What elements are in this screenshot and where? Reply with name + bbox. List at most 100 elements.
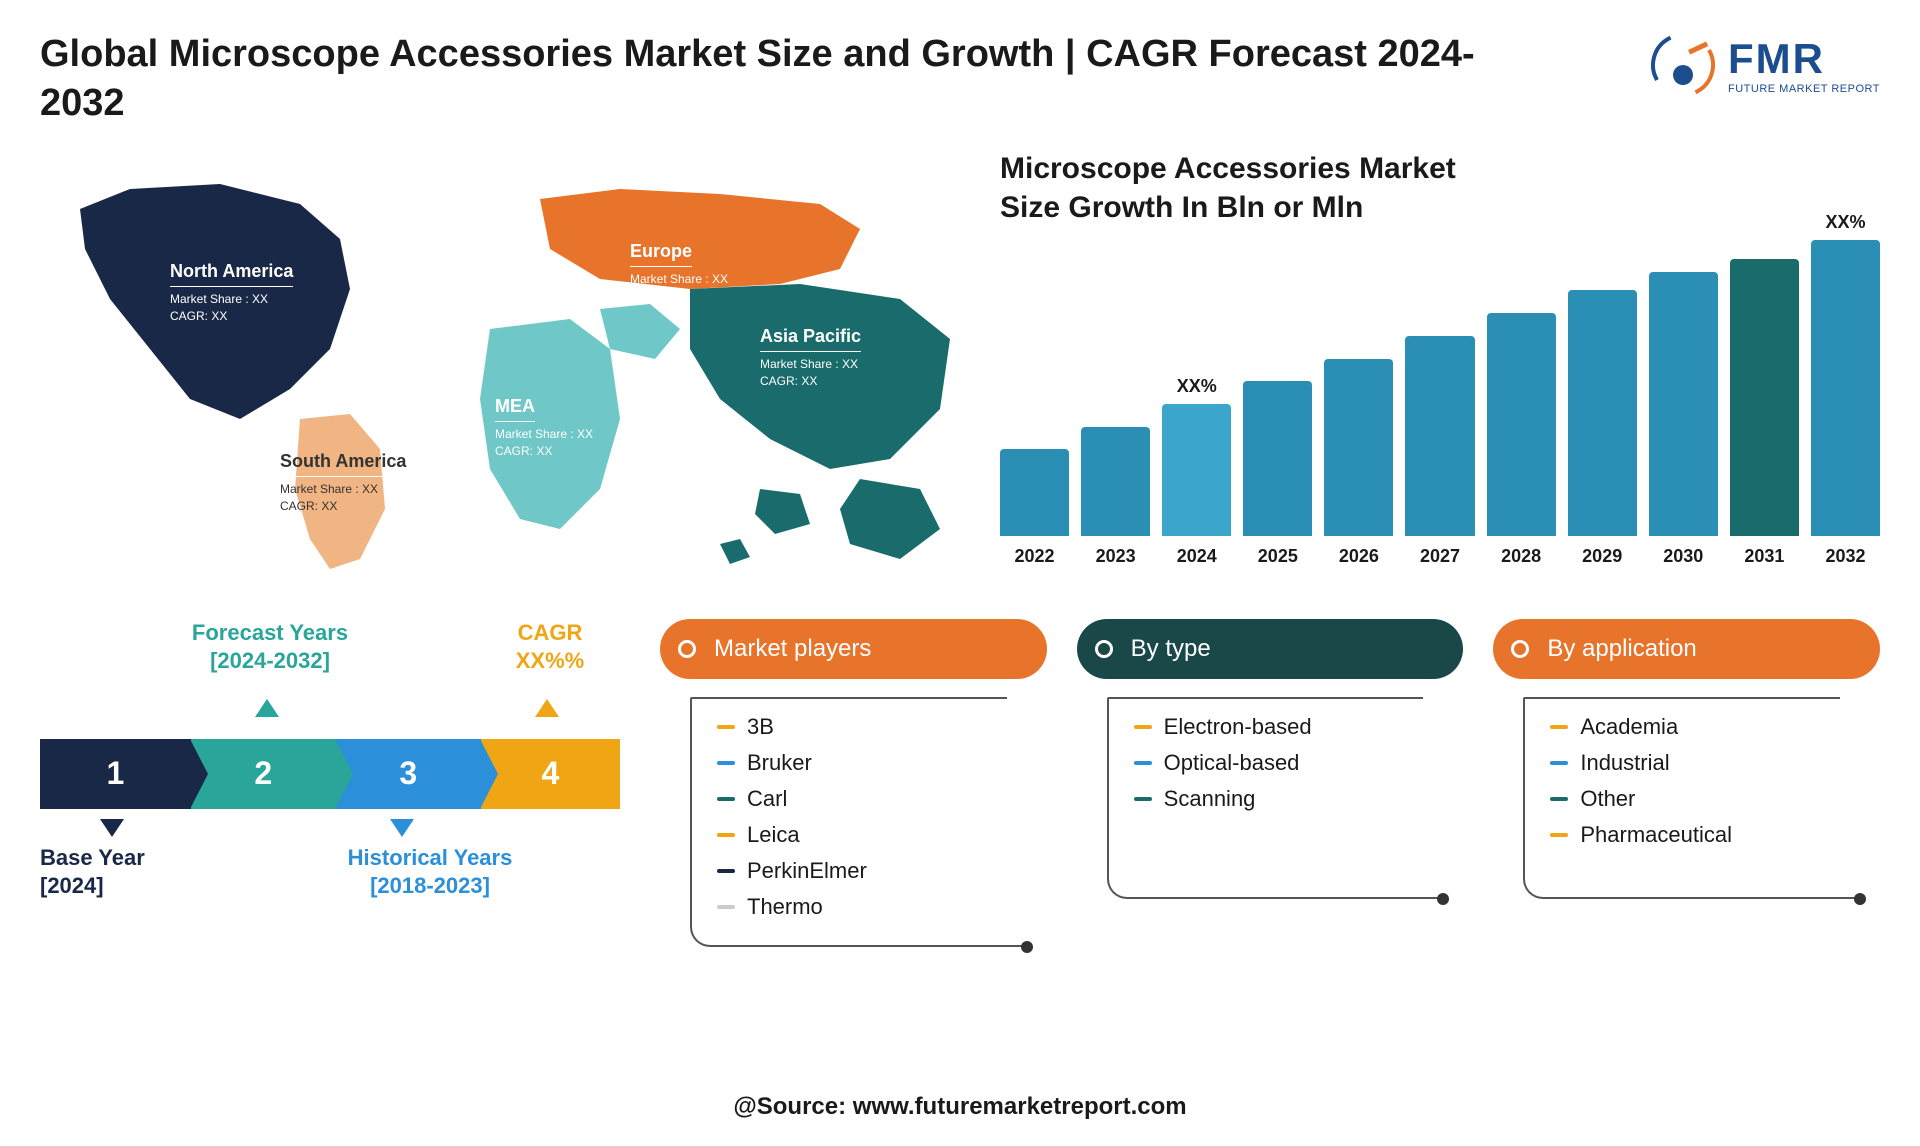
list-item-text: 3B xyxy=(747,714,774,740)
list-item: Carl xyxy=(717,786,1027,812)
bullet-icon xyxy=(1550,761,1568,765)
bullet-icon xyxy=(717,797,735,801)
bar-year-label: 2025 xyxy=(1258,546,1298,567)
pill-dot-icon xyxy=(1095,640,1113,658)
bar-2029: 2029 xyxy=(1568,290,1637,566)
forecast-label: Forecast Years [2024-2032] xyxy=(170,619,370,676)
bar-rect xyxy=(1162,404,1231,536)
bar-2030: 2030 xyxy=(1649,272,1718,567)
world-map: North AmericaMarket Share : XXCAGR: XXSo… xyxy=(40,149,980,579)
bullet-icon xyxy=(1134,797,1152,801)
bar-year-label: 2030 xyxy=(1663,546,1703,567)
list-item-text: Other xyxy=(1580,786,1635,812)
list-item: Pharmaceutical xyxy=(1550,822,1860,848)
bar-2022: 2022 xyxy=(1000,449,1069,566)
list-item-text: Academia xyxy=(1580,714,1678,740)
bar-rect xyxy=(1730,259,1799,536)
pill-col-by-type: By type Electron-based Optical-based Scanni… xyxy=(1077,619,1464,947)
bar-rect xyxy=(1324,359,1393,536)
list-item-text: Carl xyxy=(747,786,787,812)
list-item: Electron-based xyxy=(1134,714,1444,740)
mid-section: North AmericaMarket Share : XXCAGR: XXSo… xyxy=(40,149,1880,579)
pill-col-by-application: By application Academia Industrial Other Pha… xyxy=(1493,619,1880,947)
chart-title: Microscope Accessories Market Size Growt… xyxy=(1000,149,1500,227)
timeline-seg-3: 3 xyxy=(336,739,481,809)
bullet-icon xyxy=(717,833,735,837)
pill-header: By type xyxy=(1077,619,1464,679)
bar-year-label: 2024 xyxy=(1177,546,1217,567)
bar-2023: 2023 xyxy=(1081,427,1150,567)
bar-year-label: 2031 xyxy=(1744,546,1784,567)
arrow-down-hist xyxy=(390,819,414,837)
pill-dot-icon xyxy=(1511,640,1529,658)
bar-rect xyxy=(1000,449,1069,535)
hist-t2: [2018-2023] xyxy=(320,872,540,901)
pill-title: By type xyxy=(1131,635,1211,663)
arrow-up-forecast xyxy=(255,699,279,717)
logo-sub: FUTURE MARKET REPORT xyxy=(1728,83,1880,95)
bullet-icon xyxy=(717,905,735,909)
region-label-mea: MEAMarket Share : XXCAGR: XX xyxy=(495,394,593,460)
bar-2031: 2031 xyxy=(1730,259,1799,567)
bar-year-label: 2026 xyxy=(1339,546,1379,567)
list-item-text: Pharmaceutical xyxy=(1580,822,1732,848)
logo-text: FMR FUTURE MARKET REPORT xyxy=(1728,35,1880,95)
pill-header: Market players xyxy=(660,619,1047,679)
list-item-text: Optical-based xyxy=(1164,750,1300,776)
list-item: PerkinElmer xyxy=(717,858,1027,884)
list-item-text: Electron-based xyxy=(1164,714,1312,740)
bar-rect xyxy=(1243,381,1312,536)
base-label: Base Year [2024] xyxy=(40,844,190,901)
hist-label: Historical Years [2018-2023] xyxy=(320,844,540,901)
bar-annotation: XX% xyxy=(1825,212,1865,233)
bar-chart: Microscope Accessories Market Size Growt… xyxy=(1000,149,1880,579)
timeline-seg-4: 4 xyxy=(481,739,620,809)
bracket: 3BBrukerCarlLeicaPerkinElmerThermo xyxy=(690,699,1027,947)
timeline-bar: 1234 xyxy=(40,739,620,809)
bar-year-label: 2028 xyxy=(1501,546,1541,567)
bar-rect xyxy=(1568,290,1637,535)
bar-rect xyxy=(1487,313,1556,536)
cagr-t2: XX%% xyxy=(490,647,610,676)
bracket: Electron-based Optical-based Scanning xyxy=(1107,699,1444,899)
bar-2026: 2026 xyxy=(1324,359,1393,567)
bullet-icon xyxy=(1550,797,1568,801)
list-item-text: Industrial xyxy=(1580,750,1669,776)
list-item: Leica xyxy=(717,822,1027,848)
bar-rect xyxy=(1081,427,1150,536)
timeline: Forecast Years [2024-2032] CAGR XX%% 123… xyxy=(40,619,620,899)
cagr-label: CAGR XX%% xyxy=(490,619,610,676)
pill-title: By application xyxy=(1547,635,1696,663)
pill-columns: Market players3BBrukerCarlLeicaPerkinElm… xyxy=(660,619,1880,947)
arrow-up-cagr xyxy=(535,699,559,717)
region-label-south-america: South AmericaMarket Share : XXCAGR: XX xyxy=(280,449,406,515)
list-item-text: Thermo xyxy=(747,894,823,920)
list-item: Optical-based xyxy=(1134,750,1444,776)
bar-2027: 2027 xyxy=(1405,336,1474,567)
bar-annotation: XX% xyxy=(1177,376,1217,397)
timeline-seg-2: 2 xyxy=(191,739,336,809)
forecast-t1: Forecast Years xyxy=(170,619,370,648)
arrow-down-base xyxy=(100,819,124,837)
pill-dot-icon xyxy=(678,640,696,658)
list-item: Thermo xyxy=(717,894,1027,920)
bar-2032: 2032XX% xyxy=(1811,240,1880,566)
bar-year-label: 2022 xyxy=(1015,546,1055,567)
forecast-t2: [2024-2032] xyxy=(170,647,370,676)
region-label-europe: EuropeMarket Share : XXCAGR: XX xyxy=(630,239,728,305)
hist-t1: Historical Years xyxy=(320,844,540,873)
bar-year-label: 2023 xyxy=(1096,546,1136,567)
bar-rect xyxy=(1405,336,1474,536)
list-item: Other xyxy=(1550,786,1860,812)
pill-col-market-players: Market players3BBrukerCarlLeicaPerkinElm… xyxy=(660,619,1047,947)
bullet-icon xyxy=(1550,833,1568,837)
bottom-section: Forecast Years [2024-2032] CAGR XX%% 123… xyxy=(40,619,1880,947)
timeline-seg-1: 1 xyxy=(40,739,191,809)
list-item: Scanning xyxy=(1134,786,1444,812)
logo-main: FMR xyxy=(1728,35,1880,83)
header: Global Microscope Accessories Market Siz… xyxy=(40,30,1880,129)
bar-year-label: 2029 xyxy=(1582,546,1622,567)
bullet-icon xyxy=(1134,761,1152,765)
bullet-icon xyxy=(1134,725,1152,729)
list-item: Academia xyxy=(1550,714,1860,740)
